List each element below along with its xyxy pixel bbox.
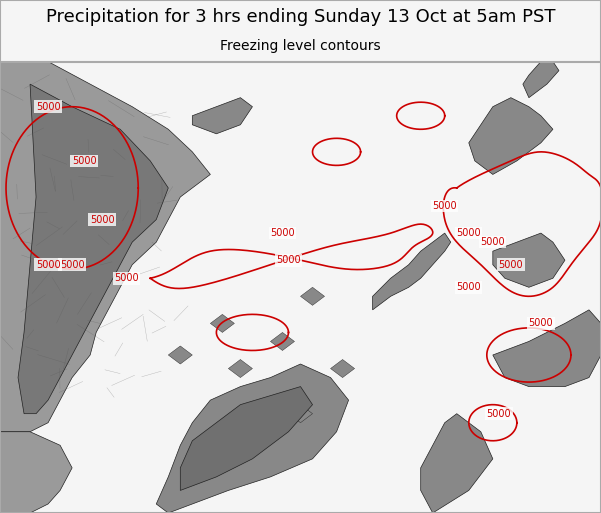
Text: 5000: 5000 [487, 409, 511, 419]
Polygon shape [373, 233, 451, 310]
Polygon shape [210, 314, 234, 332]
Polygon shape [156, 364, 349, 513]
Polygon shape [228, 360, 252, 378]
Polygon shape [493, 310, 601, 387]
Polygon shape [300, 287, 325, 305]
Polygon shape [168, 346, 192, 364]
Text: 5000: 5000 [72, 156, 96, 166]
Polygon shape [0, 432, 72, 513]
Text: 5000: 5000 [499, 260, 523, 270]
Polygon shape [523, 62, 559, 97]
Text: 5000: 5000 [60, 260, 84, 270]
Polygon shape [331, 360, 355, 378]
Text: 5000: 5000 [481, 237, 505, 247]
Polygon shape [270, 332, 294, 350]
Text: 5000: 5000 [114, 273, 138, 283]
Text: 5000: 5000 [433, 201, 457, 211]
Text: 5000: 5000 [457, 228, 481, 238]
Polygon shape [192, 97, 252, 134]
Polygon shape [180, 387, 313, 490]
Text: Freezing level contours: Freezing level contours [220, 39, 381, 53]
Text: 5000: 5000 [36, 260, 60, 270]
Text: 5000: 5000 [529, 319, 553, 328]
Polygon shape [421, 413, 493, 513]
Polygon shape [493, 233, 565, 287]
Text: 5000: 5000 [457, 282, 481, 292]
Text: 5000: 5000 [36, 102, 60, 112]
Polygon shape [469, 97, 553, 174]
Text: 5000: 5000 [90, 214, 114, 225]
Text: 5000: 5000 [276, 255, 300, 265]
Text: Precipitation for 3 hrs ending Sunday 13 Oct at 5am PST: Precipitation for 3 hrs ending Sunday 13… [46, 8, 555, 26]
Polygon shape [0, 62, 210, 432]
Polygon shape [18, 84, 168, 413]
Polygon shape [288, 405, 313, 423]
Text: 5000: 5000 [270, 228, 294, 238]
